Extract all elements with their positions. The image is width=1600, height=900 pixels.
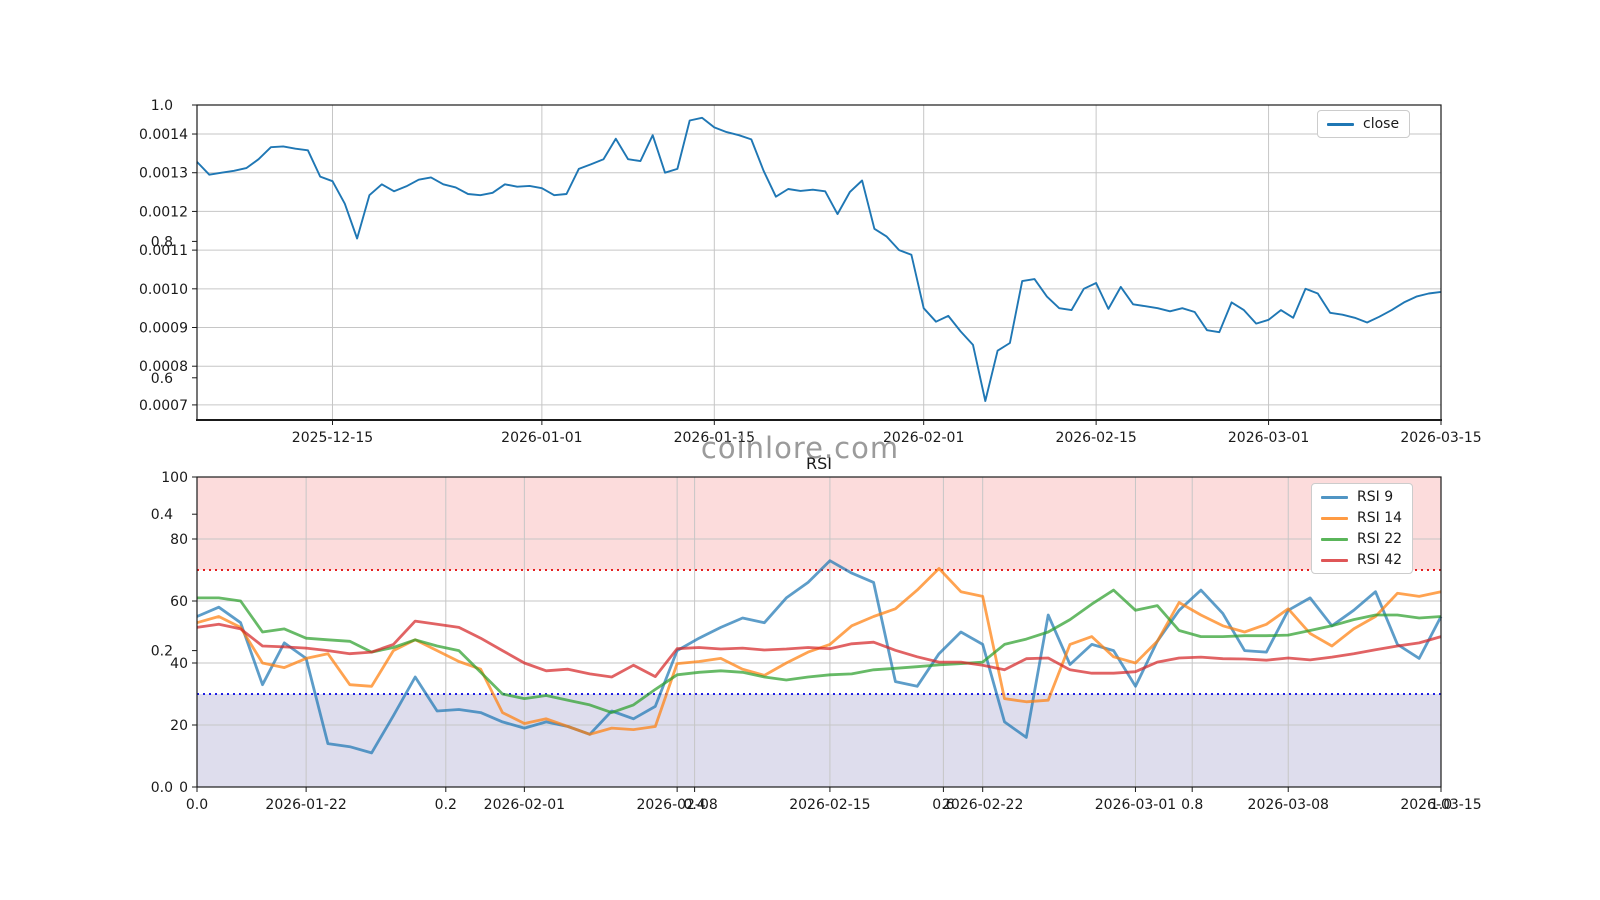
price-x-tick-label: 2026-01-01 [501,430,582,446]
rsi-y-tick-label: 60 [170,594,188,610]
legend-label-rsi22: RSI 22 [1357,531,1403,547]
price-y-tick-label: 0.0013 [139,166,188,182]
overlay-y-tick-label: 0.2 [151,644,173,660]
rsi9-line-swatch [1321,495,1348,499]
watermark: coinlore.com [700,431,900,465]
rsi-x-tick-label: 2026-03-15 [1400,797,1481,813]
rsi-y-tick-label: 0 [179,780,188,796]
rsi-x-tick-label: 2026-02-08 [636,797,717,813]
close-line [196,116,1442,402]
overlay-y-tick-label: 0.4 [151,507,173,523]
overlay-x-tick-label: 0.4 [683,797,705,813]
overlay-y-tick-label: 0.6 [151,371,173,387]
rsi-x-tick-label: 2026-02-22 [942,797,1023,813]
rsi-y-tick-label: 80 [170,532,188,548]
price-x-tick-label: 2026-01-15 [674,430,755,446]
rsi-chart-frame [196,476,1442,788]
overlay-x-tick-label: 0.8 [1181,797,1203,813]
rsi-y-tick-label: 20 [170,718,188,734]
price-y-tick-label: 0.0007 [139,398,188,414]
legend-label-rsi42: RSI 42 [1357,552,1403,568]
price-x-tick-label: 2026-03-15 [1400,430,1481,446]
legend-entry-rsi9: RSI 9 [1321,489,1402,505]
rsi-y-tick-label: 40 [170,656,188,672]
price-y-tick-label: 0.0012 [139,204,188,220]
overlay-x-tick-label: 1.0 [1430,797,1452,813]
rsi-x-tick-label: 2026-02-01 [484,797,565,813]
rsi-y-tick-label: 100 [161,470,188,486]
overlay-x-tick-label: 0.2 [435,797,457,813]
oversold-band [197,694,1441,787]
price-x-tick-label: 2025-12-15 [292,430,373,446]
legend-entry-rsi14: RSI 14 [1321,510,1402,526]
price-y-tick-label: 0.0010 [139,282,188,298]
price-x-tick-label: 2026-02-15 [1055,430,1136,446]
rsi-chart-title: RSI [806,454,832,473]
rsi-x-tick-label: 2026-02-15 [789,797,870,813]
close-line-swatch [1327,122,1354,126]
price-y-tick-label: 0.0011 [139,243,188,259]
price-y-tick-label: 0.0009 [139,321,188,337]
legend-label-rsi14: RSI 14 [1357,510,1403,526]
legend-entry-rsi22: RSI 22 [1321,531,1402,547]
price-y-tick-label: 0.0014 [139,127,188,143]
rsi-x-tick-label: 2026-03-01 [1095,797,1176,813]
price-y-tick-label: 0.0008 [139,359,188,375]
rsi-rsi-22-line [197,588,1442,714]
overbought-band [197,477,1441,570]
price-legend: close [1317,110,1411,138]
legend-entry-close: close [1327,116,1399,132]
rsi22-line-swatch [1321,537,1348,541]
rsi42-line-swatch [1321,558,1348,562]
rsi14-line-swatch [1321,516,1348,520]
price-x-tick-label: 2026-03-01 [1228,430,1309,446]
legend-entry-rsi42: RSI 42 [1321,552,1402,568]
overlay-y-tick-label: 1.0 [151,98,173,114]
rsi-rsi-9-line [196,559,1443,755]
legend-label-rsi9: RSI 9 [1357,489,1394,505]
overlay-x-tick-label: 0.0 [186,797,208,813]
rsi-x-tick-label: 2026-01-22 [265,797,346,813]
rsi-x-tick-label: 2026-03-08 [1248,797,1329,813]
price-x-tick-label: 2026-02-01 [883,430,964,446]
overlay-y-tick-label: 0.0 [151,780,173,796]
overlay-x-tick-label: 0.6 [932,797,954,813]
rsi-legend: RSI 9 RSI 14 RSI 22 RSI 42 [1311,483,1414,574]
overlay-y-tick-label: 0.8 [151,234,173,250]
price-chart-frame [196,104,1442,421]
legend-label-close: close [1363,116,1400,132]
rsi-rsi-42-line [196,619,1442,679]
